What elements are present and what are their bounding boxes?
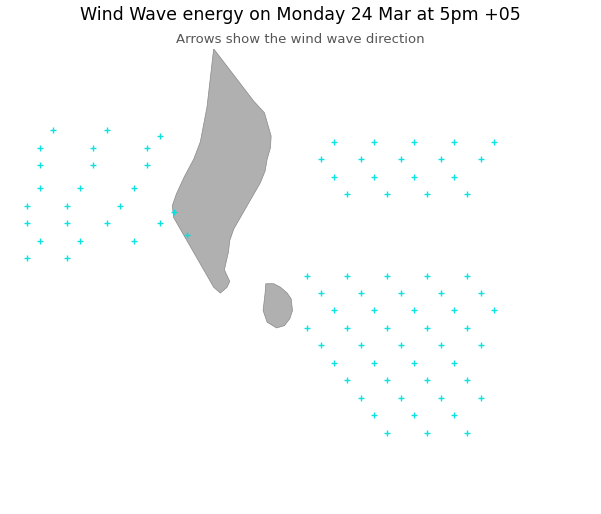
Text: Arrows show the wind wave direction: Arrows show the wind wave direction — [176, 32, 425, 46]
Polygon shape — [263, 284, 293, 328]
Polygon shape — [172, 49, 271, 293]
Text: Wind Wave energy on Monday 24 Mar at 5pm +05: Wind Wave energy on Monday 24 Mar at 5pm… — [80, 6, 521, 24]
